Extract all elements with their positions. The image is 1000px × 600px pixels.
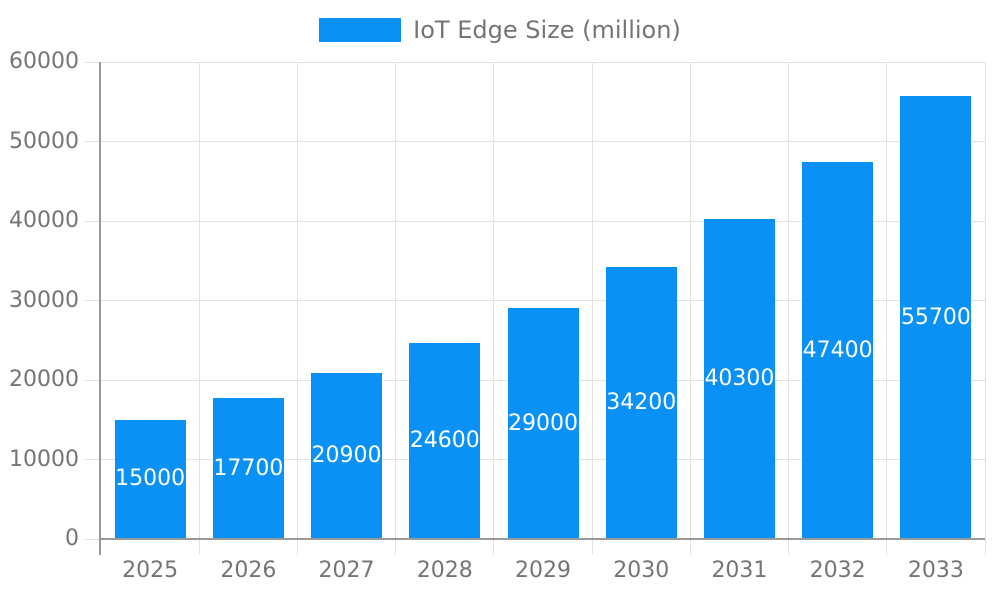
x-axis-tick-label: 2032 <box>809 558 866 583</box>
bar-2030[interactable] <box>605 267 677 539</box>
bar-2026[interactable] <box>212 398 284 539</box>
y-axis-tick-label: 10000 <box>9 446 79 472</box>
y-axis-tick <box>85 220 101 222</box>
x-axis-tick-label: 2027 <box>318 558 375 583</box>
gridline-vertical <box>689 62 691 555</box>
gridline-vertical <box>198 62 200 555</box>
x-axis-tick-label: 2025 <box>122 558 179 583</box>
x-axis-line <box>101 538 985 540</box>
gridline-vertical <box>788 62 790 555</box>
gridline-vertical <box>493 62 495 555</box>
y-axis-tick <box>85 61 101 63</box>
gridline-horizontal <box>101 61 985 63</box>
y-axis-tick <box>85 538 101 540</box>
x-axis-tick-label: 2031 <box>711 558 768 583</box>
legend-label: IoT Edge Size (million) <box>413 16 681 44</box>
x-axis-tick-label: 2026 <box>220 558 277 583</box>
legend[interactable]: IoT Edge Size (million) <box>0 16 1000 44</box>
x-axis-tick-label: 2029 <box>514 558 571 583</box>
y-axis-tick <box>85 141 101 142</box>
gridline-horizontal <box>101 220 985 222</box>
gridline-vertical <box>591 62 593 555</box>
y-axis-tick-label: 0 <box>65 526 79 551</box>
x-axis-tick-label: 2033 <box>907 558 964 583</box>
bar-2033[interactable] <box>900 96 972 539</box>
y-axis-tick <box>85 459 101 460</box>
x-axis-tick-label: 2028 <box>416 558 473 583</box>
gridline-vertical <box>984 62 986 555</box>
gridline-vertical <box>395 62 397 555</box>
bar-2032[interactable] <box>802 162 874 539</box>
bar-2027[interactable] <box>311 372 383 539</box>
gridline-vertical <box>886 62 888 555</box>
y-axis-tick <box>85 300 101 301</box>
gridline-horizontal <box>101 300 985 301</box>
y-axis-tick-label: 50000 <box>9 128 79 154</box>
bar-2028[interactable] <box>409 343 481 539</box>
gridline-horizontal <box>101 141 985 142</box>
legend-swatch-icon <box>319 18 402 42</box>
y-axis-tick-label: 40000 <box>9 208 79 233</box>
bar-2031[interactable] <box>703 218 775 539</box>
y-axis-tick-label: 60000 <box>9 49 79 74</box>
bar-2025[interactable] <box>114 419 186 539</box>
y-axis-tick <box>85 379 101 381</box>
bar-2029[interactable] <box>507 308 579 539</box>
y-axis-line <box>99 62 101 555</box>
x-axis-tick-label: 2030 <box>613 558 670 583</box>
gridline-vertical <box>296 62 298 555</box>
y-axis-tick-label: 20000 <box>9 367 79 392</box>
y-axis-tick-label: 30000 <box>9 287 79 313</box>
